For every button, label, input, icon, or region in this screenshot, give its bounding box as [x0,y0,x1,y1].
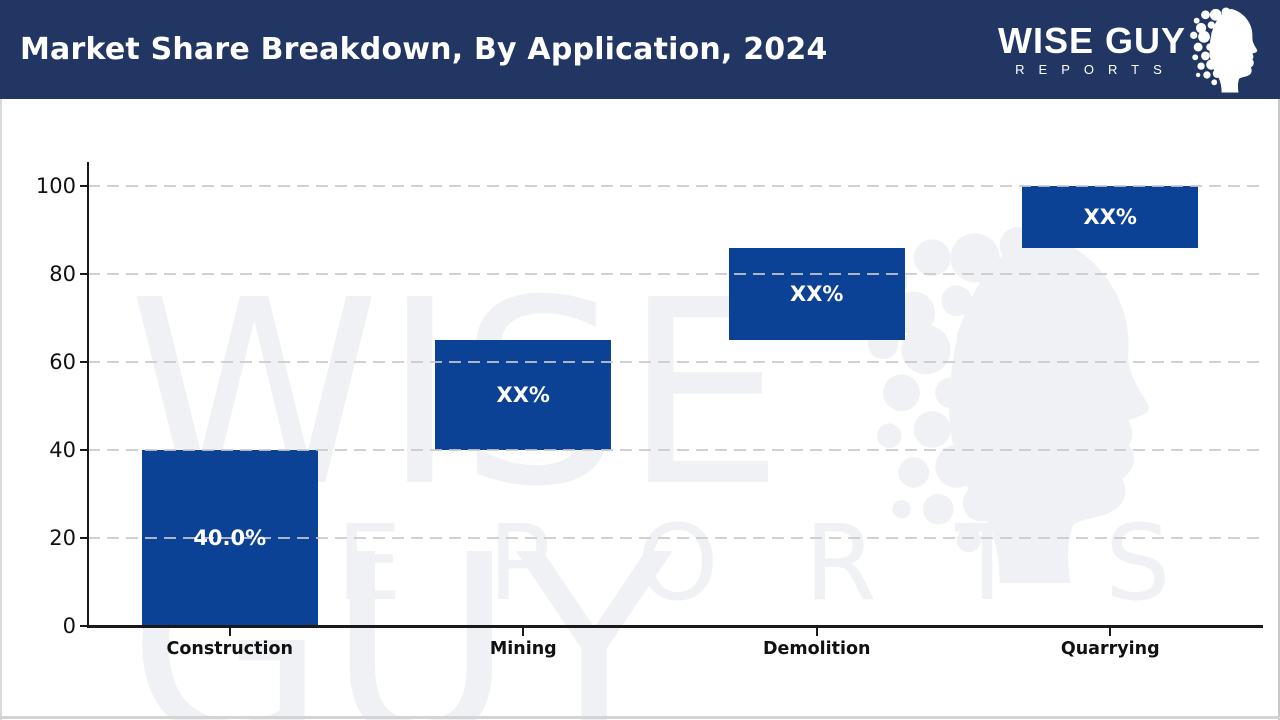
x-tick-mark-quarrying [1109,628,1112,636]
x-axis-spine [87,625,1263,628]
y-tick-label: 20 [49,526,76,550]
x-tick-label-quarrying: Quarrying [1060,639,1160,659]
gridline-80 [88,273,1262,275]
bar-mining [435,340,612,450]
x-tick-mark-demolition [815,628,818,636]
x-tick-mark-mining [522,628,525,636]
bar-value-label: 40.0% [193,526,267,550]
y-tick-mark-60 [80,361,88,363]
y-axis-spine [87,162,89,628]
x-tick-label-construction: Construction [166,639,293,659]
x-tick-label-mining: Mining [489,639,557,659]
y-tick-mark-0 [80,625,88,627]
y-tick-mark-20 [80,537,88,539]
image-border-right [1278,99,1280,720]
image-border-left [0,99,2,720]
y-tick-mark-100 [80,185,88,187]
logo-text: WISE GUY REPORTS [998,22,1186,77]
y-tick-label: 40 [49,438,76,462]
gridline-20 [88,537,1262,539]
wise-guy-reports-logo: WISE GUY REPORTS [998,6,1280,94]
y-tick-label: 100 [35,174,76,198]
logo-reports-text: REPORTS [1015,61,1176,77]
x-tick-label-demolition: Demolition [763,639,871,659]
y-tick-mark-40 [80,449,88,451]
bar-value-label: XX% [496,383,550,407]
bar-value-label: XX% [1083,204,1137,229]
image-border-bottom [0,716,1280,719]
bar-value-label: XX% [790,281,844,306]
y-tick-label: 80 [49,262,76,286]
gridline-40 [88,449,1262,451]
logo-wiseguy-text: WISE GUY [997,20,1186,62]
y-tick-mark-80 [80,273,88,275]
x-tick-mark-construction [228,628,231,636]
chart-title: Market Share Breakdown, By Application, … [20,32,828,67]
logo-dot-head-icon [1180,6,1272,94]
header-bar: Market Share Breakdown, By Application, … [0,0,1280,99]
y-tick-label: 60 [49,350,76,374]
y-tick-label: 0 [62,614,76,638]
gridline-100 [88,185,1262,187]
gridline-60 [88,361,1262,363]
